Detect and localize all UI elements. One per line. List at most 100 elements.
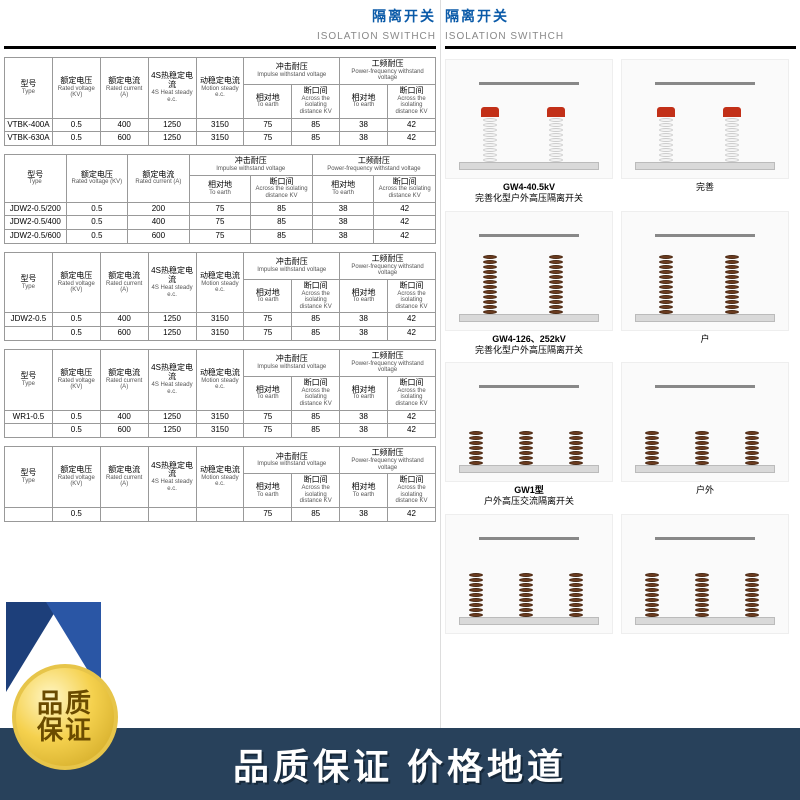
table-cell: JDW2-0.5/200 — [5, 202, 67, 216]
col-sub-header: 断口间Across the isolating distance KV — [388, 279, 436, 313]
table-cell — [148, 507, 196, 521]
arm-icon — [479, 537, 579, 540]
col-group-header: 工频耐压Power-frequency withstand voltage — [340, 447, 436, 474]
table-cell: 42 — [388, 118, 436, 132]
col-sub-header: 断口间Across the isolating distance KV — [251, 175, 313, 202]
col-sub-header: 相对地To earth — [340, 377, 388, 411]
product-illustration — [621, 211, 789, 331]
col-sub-header: 断口间Across the isolating distance KV — [292, 84, 340, 118]
table-row: 0.56001250315075853842 — [5, 424, 436, 438]
col-header: 型号Type — [5, 252, 53, 313]
table-cell: 42 — [388, 327, 436, 341]
table-cell — [5, 507, 53, 521]
table-cell: 0.5 — [52, 507, 100, 521]
insulator-icon — [549, 117, 563, 162]
product-caption: GW4-126、252kV完善化型户外高压隔离开关 — [445, 331, 613, 357]
base-bar-icon — [635, 314, 774, 322]
spec-table: 型号Type额定电压Rated voltage (KV)额定电流Rated cu… — [4, 154, 436, 244]
col-group-header: 工频耐压Power-frequency withstand voltage — [312, 155, 435, 175]
table-cell: 0.5 — [66, 216, 128, 230]
table-row: VTBK-630A0.56001250315075853842 — [5, 132, 436, 146]
col-sub-header: 相对地To earth — [340, 474, 388, 508]
table-cell: 0.5 — [52, 327, 100, 341]
table-cell: 1250 — [148, 424, 196, 438]
table-cell: 42 — [388, 410, 436, 424]
insulator-icon — [745, 572, 759, 617]
table-cell: 0.5 — [52, 132, 100, 146]
table-cell: 85 — [292, 132, 340, 146]
product-caption — [621, 634, 789, 637]
table-cell: 38 — [340, 507, 388, 521]
table-cell: VTBK-400A — [5, 118, 53, 132]
col-sub-header: 断口间Across the isolating distance KV — [374, 175, 436, 202]
right-header-en: ISOLATION SWITHCH — [445, 31, 564, 42]
col-sub-header: 相对地To earth — [340, 279, 388, 313]
table-cell: 42 — [388, 424, 436, 438]
table-cell: JDW2-0.5/600 — [5, 230, 67, 244]
table-cell: 75 — [189, 230, 251, 244]
col-sub-header: 断口间Across the isolating distance KV — [292, 474, 340, 508]
insulator-icon — [725, 254, 739, 314]
table-cell: 42 — [388, 132, 436, 146]
table-cell: 1250 — [148, 313, 196, 327]
table-cell: 85 — [292, 424, 340, 438]
table-row: 0.56001250315075853842 — [5, 327, 436, 341]
product-illustration — [445, 362, 613, 482]
table-cell: JDW2-0.5/400 — [5, 216, 67, 230]
col-header: 动稳定电流Motion steady e.c. — [196, 58, 244, 119]
table-row: JDW2-0.5/4000.540075853842 — [5, 216, 436, 230]
table-cell: 75 — [189, 202, 251, 216]
col-header: 4S热稳定电流4S Heat steady e.c. — [148, 58, 196, 119]
table-cell: 1250 — [148, 410, 196, 424]
table-cell: 38 — [312, 216, 374, 230]
table-cell: 0.5 — [52, 118, 100, 132]
table-cell: 42 — [374, 230, 436, 244]
insulator-icon — [695, 430, 709, 465]
product-illustration — [621, 362, 789, 482]
arm-icon — [655, 537, 755, 540]
product-card: 完善 — [621, 59, 789, 205]
table-cell: 85 — [292, 507, 340, 521]
col-group-header: 冲击耐压Impulse withstand voltage — [244, 447, 340, 474]
table-cell: 75 — [244, 313, 292, 327]
table-cell — [100, 507, 148, 521]
spec-table: 型号Type额定电压Rated voltage (KV)额定电流Rated cu… — [4, 446, 436, 521]
table-cell: 42 — [388, 507, 436, 521]
insulator-cap-icon — [657, 107, 675, 117]
insulator-icon — [519, 430, 533, 465]
col-header: 额定电压Rated voltage (KV) — [66, 155, 128, 202]
col-sub-header: 断口间Across the isolating distance KV — [292, 279, 340, 313]
col-sub-header: 相对地To earth — [244, 474, 292, 508]
product-card: GW4-40.5kV完善化型户外高压隔离开关 — [445, 59, 613, 205]
table-cell: 85 — [251, 202, 313, 216]
spec-table: 型号Type额定电压Rated voltage (KV)额定电流Rated cu… — [4, 349, 436, 438]
product-illustration — [621, 59, 789, 179]
product-caption: 完善 — [621, 179, 789, 193]
table-cell: 38 — [340, 327, 388, 341]
table-cell: 42 — [374, 216, 436, 230]
base-bar-icon — [635, 617, 774, 625]
table-cell: 3150 — [196, 118, 244, 132]
insulator-icon — [469, 572, 483, 617]
col-sub-header: 断口间Across the isolating distance KV — [388, 84, 436, 118]
product-caption: 户外 — [621, 482, 789, 496]
base-bar-icon — [635, 465, 774, 473]
table-cell: VTBK-630A — [5, 132, 53, 146]
table-cell: 75 — [244, 132, 292, 146]
banner-text: 品质保证 价格地道 — [233, 738, 567, 790]
col-sub-header: 相对地To earth — [189, 175, 251, 202]
table-cell: 400 — [128, 216, 190, 230]
table-cell: 0.5 — [52, 424, 100, 438]
insulator-icon — [695, 572, 709, 617]
table-cell: 75 — [244, 118, 292, 132]
insulator-cap-icon — [723, 107, 741, 117]
col-group-header: 工频耐压Power-frequency withstand voltage — [340, 350, 436, 377]
col-header: 4S热稳定电流4S Heat steady e.c. — [148, 350, 196, 411]
col-sub-header: 相对地To earth — [312, 175, 374, 202]
col-group-header: 冲击耐压Impulse withstand voltage — [244, 252, 340, 279]
spec-tables: 型号Type额定电压Rated voltage (KV)额定电流Rated cu… — [4, 57, 436, 522]
product-illustration — [445, 59, 613, 179]
quality-medal: 品质 保证 — [6, 602, 146, 772]
col-header: 4S热稳定电流4S Heat steady e.c. — [148, 252, 196, 313]
left-header-cn: 隔离开关 — [372, 8, 436, 24]
